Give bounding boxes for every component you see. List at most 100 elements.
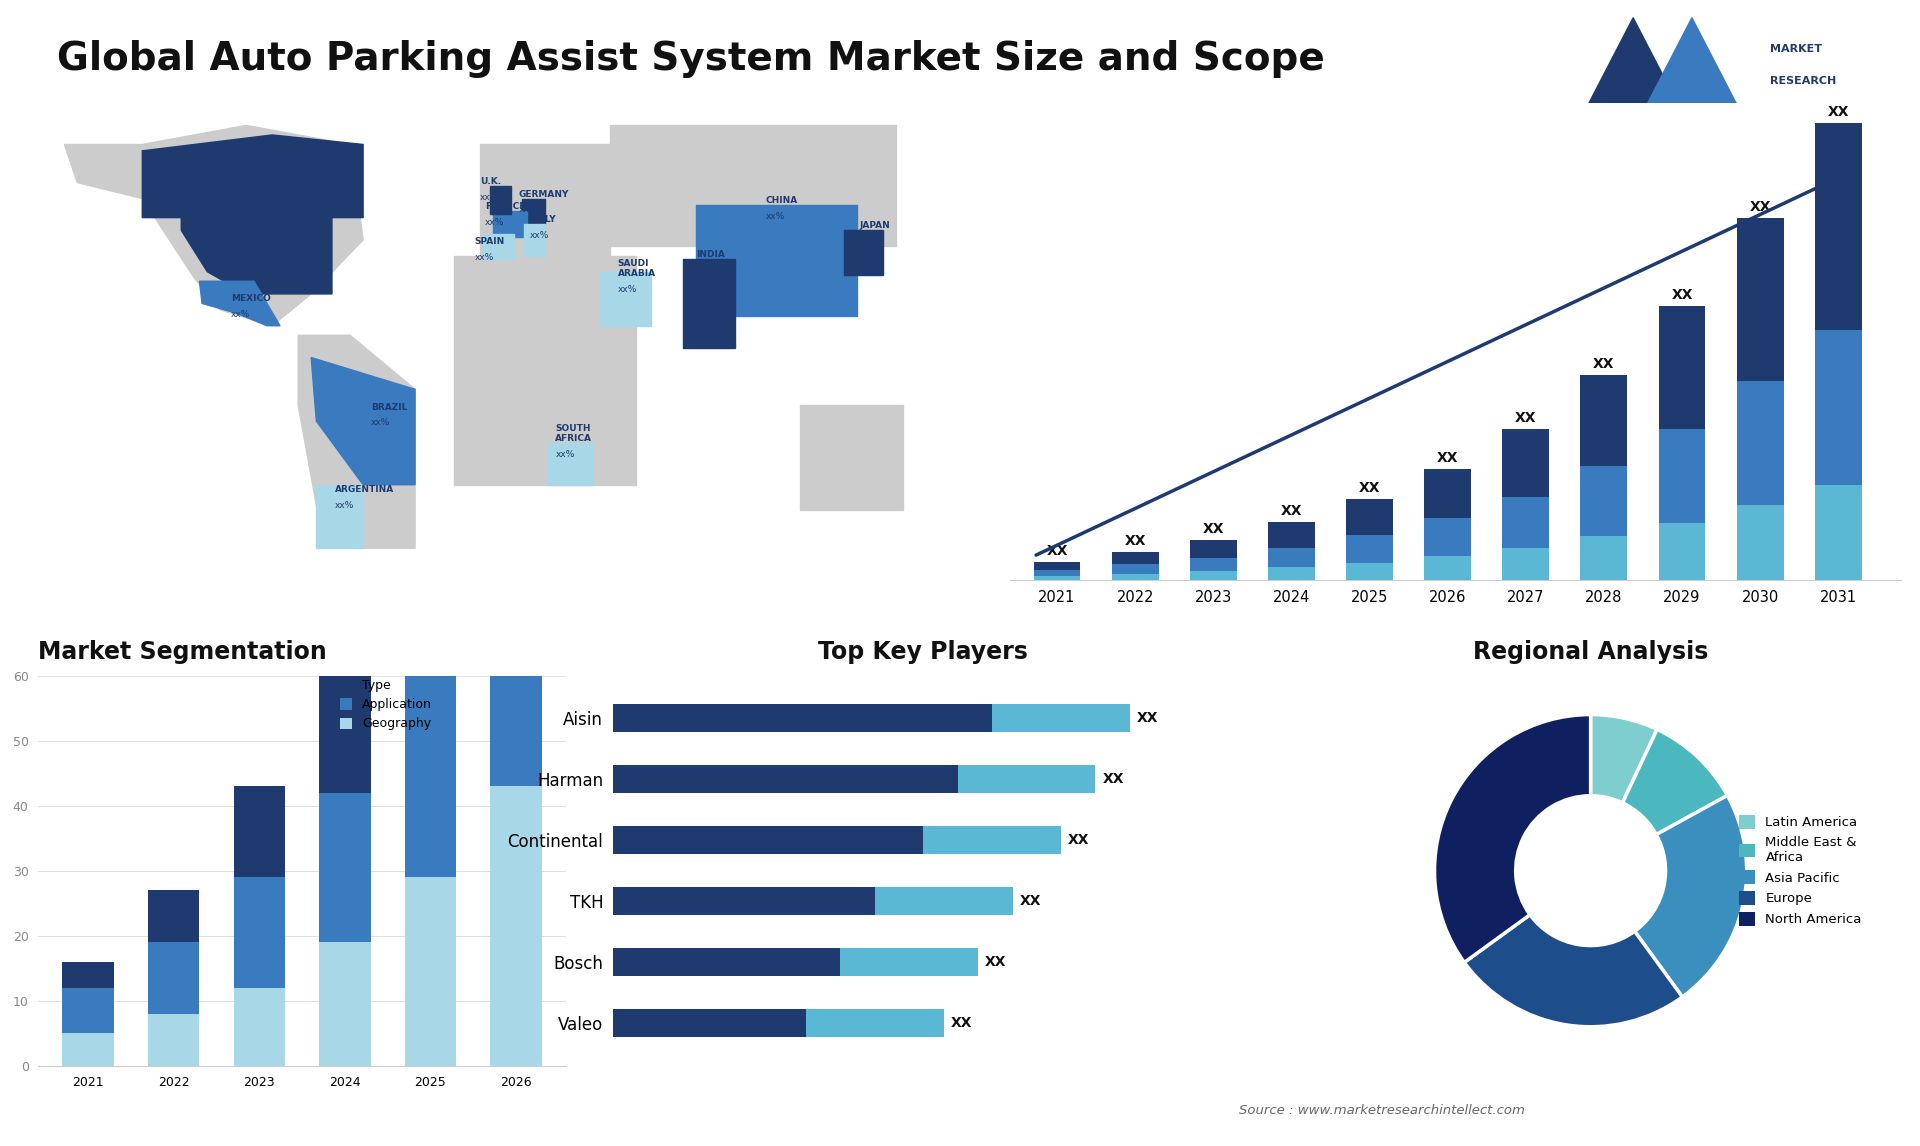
Text: INDIA: INDIA [695,250,724,259]
Bar [1659,306,1705,429]
Polygon shape [142,135,363,218]
Legend: Latin America, Middle East &
Africa, Asia Pacific, Europe, North America: Latin America, Middle East & Africa, Asi… [1734,810,1866,932]
Text: XX: XX [1046,544,1068,558]
Bar [1033,576,1081,580]
Text: XX: XX [1137,712,1158,725]
Polygon shape [480,144,611,259]
Bar [1190,558,1236,572]
Bar [1190,572,1236,580]
Polygon shape [482,234,515,259]
Text: XX: XX [1020,894,1041,908]
Title: Regional Analysis: Regional Analysis [1473,639,1709,664]
Bar [1580,466,1628,536]
Text: Source : www.marketresearchintellect.com: Source : www.marketresearchintellect.com [1240,1105,1524,1117]
Polygon shape [317,485,363,548]
Wedge shape [1622,729,1728,834]
Bar [61,1034,113,1066]
Wedge shape [1634,795,1747,997]
Text: xx%: xx% [860,237,879,246]
Bar [405,494,457,662]
Text: xx%: xx% [232,176,253,186]
Text: xx%: xx% [371,418,390,427]
Bar [1033,562,1081,570]
Bar [1346,563,1392,580]
Bar [234,988,284,1066]
Bar [612,1010,806,1037]
Bar [612,705,1129,732]
Polygon shape [611,125,895,246]
Bar [1346,499,1392,535]
Bar [612,766,958,793]
Bar [612,766,1096,793]
Text: Global Auto Parking Assist System Market Size and Scope: Global Auto Parking Assist System Market… [58,40,1325,78]
Text: xx%: xx% [230,311,250,320]
Bar [234,786,284,877]
Text: xx%: xx% [695,266,714,275]
Bar [1425,469,1471,518]
Polygon shape [522,198,545,223]
Bar [1738,382,1784,504]
Text: XX: XX [1594,358,1615,371]
Bar [319,662,371,793]
Text: xx%: xx% [207,250,227,259]
Title: Top Key Players: Top Key Players [818,639,1027,664]
Bar [405,662,457,877]
Bar [1425,556,1471,580]
Polygon shape [453,256,636,485]
Bar [1659,523,1705,580]
Bar [1814,123,1862,330]
Text: XX: XX [1670,288,1693,301]
Bar [612,826,1062,854]
Text: XX: XX [1102,772,1123,786]
Bar [1112,552,1158,564]
Wedge shape [1590,715,1657,803]
Bar [1267,548,1315,567]
Bar [1501,548,1549,580]
Text: ITALY: ITALY [530,215,557,223]
Text: GERMANY: GERMANY [518,189,570,198]
Bar [61,961,113,988]
Text: xx%: xx% [555,450,574,460]
Polygon shape [1634,17,1751,131]
Wedge shape [1465,915,1682,1027]
Text: SAUDI
ARABIA: SAUDI ARABIA [618,259,657,278]
Text: XX: XX [1436,450,1459,465]
Text: ARGENTINA: ARGENTINA [334,485,394,494]
Polygon shape [547,444,591,485]
Bar [234,877,284,988]
Polygon shape [311,358,415,485]
Bar [490,331,541,526]
Bar [612,826,924,854]
Bar [1580,375,1628,466]
Text: BRAZIL: BRAZIL [371,402,407,411]
Text: MEXICO: MEXICO [230,295,271,304]
Text: xx%: xx% [618,285,637,293]
Text: JAPAN: JAPAN [860,221,891,230]
Bar [148,1014,200,1066]
Bar [61,988,113,1034]
Text: xx%: xx% [766,212,785,221]
Text: xx%: xx% [334,501,353,510]
Bar [148,890,200,942]
Bar [1580,536,1628,580]
Text: xx%: xx% [486,218,505,227]
Text: XX: XX [1828,105,1849,119]
Text: xx%: xx% [480,193,499,202]
Text: xx%: xx% [530,230,549,240]
Bar [319,942,371,1066]
Text: XX: XX [950,1017,972,1030]
Text: MARKET: MARKET [1770,45,1822,54]
Bar [612,949,841,976]
Text: INTELLECT: INTELLECT [1770,108,1836,117]
Bar [1738,219,1784,382]
Bar [1267,523,1315,548]
Bar [405,877,457,1066]
Text: SPAIN: SPAIN [474,237,505,246]
Text: Market Segmentation: Market Segmentation [38,639,326,664]
Bar [1425,518,1471,556]
Bar [1033,570,1081,576]
Bar [612,949,977,976]
Polygon shape [200,281,280,325]
Polygon shape [298,336,415,548]
Polygon shape [524,223,545,256]
